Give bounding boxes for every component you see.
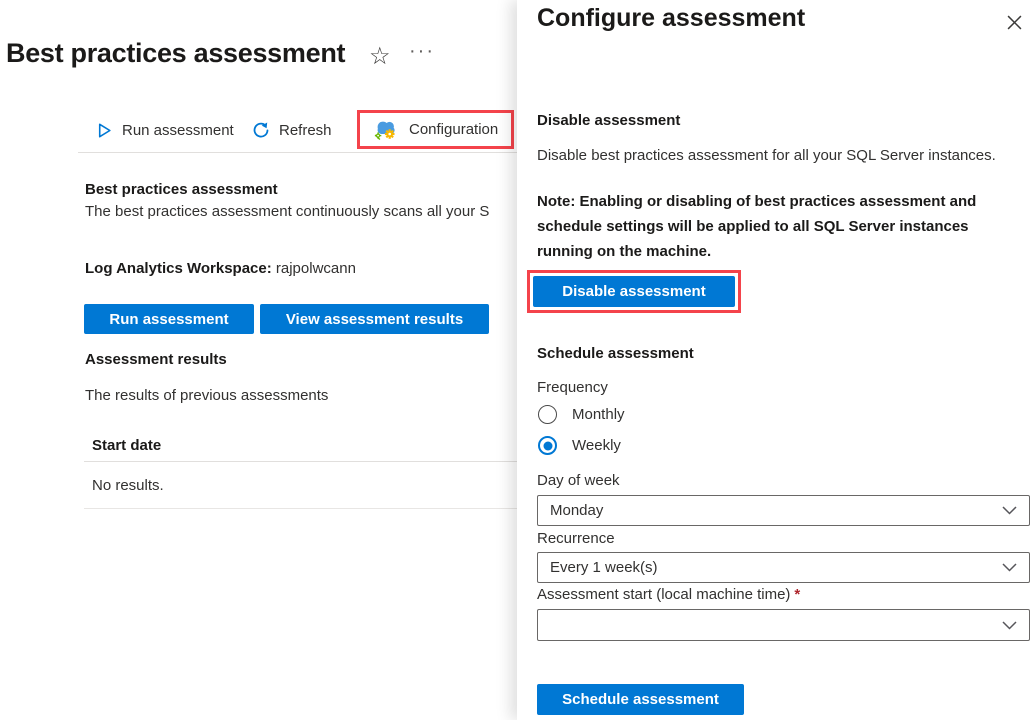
- frequency-radio-monthly[interactable]: Monthly: [538, 405, 625, 424]
- disable-assessment-button[interactable]: Disable assessment: [533, 276, 735, 307]
- run-assessment-toolbar-label: Run assessment: [122, 121, 234, 139]
- more-options-icon[interactable]: ···: [409, 40, 435, 62]
- schedule-assessment-button[interactable]: Schedule assessment: [537, 684, 744, 715]
- favorite-star-icon[interactable]: ☆: [369, 43, 391, 70]
- chevron-down-icon: [1002, 620, 1017, 630]
- chevron-down-icon: [1002, 506, 1017, 515]
- disable-highlight-box: Disable assessment: [527, 270, 741, 313]
- play-icon: [96, 122, 113, 139]
- table-column-start-date: Start date: [92, 437, 162, 454]
- refresh-toolbar-button[interactable]: Refresh: [252, 114, 332, 146]
- day-of-week-dropdown[interactable]: Monday: [537, 495, 1030, 526]
- workspace-line: Log Analytics Workspace: rajpolwcann: [85, 260, 356, 277]
- radio-unselected-icon[interactable]: [538, 405, 557, 424]
- close-icon[interactable]: [1003, 11, 1025, 33]
- view-assessment-results-button[interactable]: View assessment results: [260, 304, 489, 334]
- day-of-week-value: Monday: [550, 502, 604, 519]
- day-of-week-label: Day of week: [537, 472, 620, 489]
- workspace-label: Log Analytics Workspace:: [85, 260, 272, 277]
- table-empty-row: No results.: [92, 477, 164, 494]
- workspace-value: rajpolwcann: [275, 260, 356, 277]
- disable-section-description: Disable best practices assessment for al…: [537, 147, 996, 164]
- frequency-weekly-label: Weekly: [572, 437, 621, 454]
- frequency-monthly-label: Monthly: [572, 406, 625, 423]
- disable-section-note: Note: Enabling or disabling of best prac…: [537, 193, 977, 260]
- radio-selected-icon[interactable]: [538, 436, 557, 455]
- intro-description: The best practices assessment continuous…: [85, 203, 490, 220]
- results-description: The results of previous assessments: [85, 387, 329, 404]
- frequency-label: Frequency: [537, 379, 608, 396]
- run-assessment-button[interactable]: Run assessment: [84, 304, 254, 334]
- refresh-icon: [252, 121, 270, 139]
- cloud-settings-icon: [373, 118, 400, 142]
- results-heading: Assessment results: [85, 351, 227, 368]
- recurrence-value: Every 1 week(s): [550, 559, 658, 576]
- panel-title: Configure assessment: [537, 4, 806, 32]
- page-title: Best practices assessment: [6, 38, 346, 68]
- recurrence-label: Recurrence: [537, 530, 615, 547]
- configuration-toolbar-label: Configuration: [409, 121, 499, 138]
- chevron-down-icon: [1002, 563, 1017, 572]
- configuration-highlight-box: Configuration: [357, 110, 515, 149]
- schedule-section-heading: Schedule assessment: [537, 345, 694, 362]
- frequency-radio-weekly[interactable]: Weekly: [538, 436, 621, 455]
- intro-heading: Best practices assessment: [85, 181, 278, 198]
- required-asterisk: *: [794, 586, 801, 603]
- assessment-start-dropdown[interactable]: [537, 609, 1030, 641]
- configuration-toolbar-button[interactable]: Configuration: [373, 114, 498, 146]
- disable-section-heading: Disable assessment: [537, 112, 681, 129]
- refresh-toolbar-label: Refresh: [279, 121, 332, 139]
- assessment-start-label: Assessment start (local machine time) *: [537, 586, 800, 603]
- assessment-start-label-text: Assessment start (local machine time): [537, 586, 791, 603]
- run-assessment-toolbar-button[interactable]: Run assessment: [96, 114, 234, 146]
- recurrence-dropdown[interactable]: Every 1 week(s): [537, 552, 1030, 583]
- configure-assessment-panel: Configure assessment Disable assessment …: [517, 0, 1033, 720]
- action-button-row: Run assessment View assessment results: [84, 304, 489, 334]
